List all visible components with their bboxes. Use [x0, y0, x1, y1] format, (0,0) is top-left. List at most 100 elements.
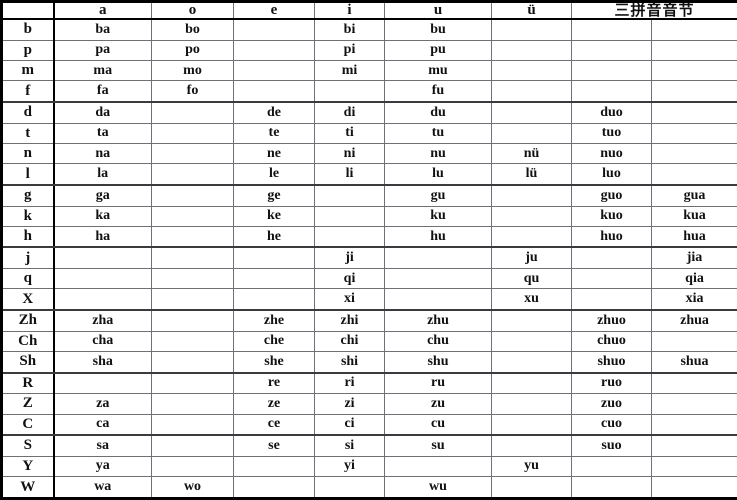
empty-cell-f-v [491, 80, 572, 103]
row-initial-k: k [0, 205, 55, 227]
syllable-cell-ne: ne [233, 142, 315, 165]
empty-cell-z-o [151, 393, 234, 415]
syllable-cell-guo: guo [571, 184, 652, 207]
empty-cell-l-san2 [650, 163, 737, 186]
table-row: Sh sha she shi shu shuo shua [0, 351, 737, 374]
empty-cell-r-a [53, 372, 152, 395]
table-row: d da de di du duo [0, 101, 737, 124]
empty-cell-c-san2 [650, 413, 737, 437]
empty-cell-j-u [384, 246, 492, 270]
syllable-cell-ni: ni [314, 142, 385, 165]
syllable-cell-re: re [233, 372, 315, 395]
syllable-cell-ca: ca [53, 413, 152, 437]
empty-cell-q-u [384, 268, 492, 290]
syllable-cell-mo: mo [151, 59, 234, 82]
syllable-cell-che: che [233, 330, 315, 353]
table-row: g ga ge gu guo gua [0, 184, 737, 207]
empty-cell-r-san2 [650, 372, 737, 395]
syllable-cell-cuo: cuo [571, 413, 652, 437]
empty-cell-c-v [491, 413, 572, 437]
syllable-cell-zhua: zhua [650, 309, 737, 332]
empty-cell-d-v [491, 101, 572, 124]
syllable-cell-li: li [314, 163, 385, 186]
syllable-cell-ruo: ruo [571, 372, 652, 395]
syllable-cell-gu: gu [384, 184, 492, 207]
empty-cell-j-o [151, 246, 234, 270]
empty-cell-ch-v [491, 330, 572, 353]
empty-cell-z-san2 [650, 393, 737, 415]
row-initial-w: W [0, 476, 55, 500]
header-cell-u: u [384, 0, 492, 20]
syllable-cell-ka: ka [53, 205, 152, 227]
syllable-cell-ma: ma [53, 59, 152, 82]
empty-cell-m-e [233, 59, 315, 82]
row-initial-m: m [0, 59, 55, 82]
syllable-cell-chuo: chuo [571, 330, 652, 353]
row-initial-t: t [0, 122, 55, 144]
row-initial-d: d [0, 101, 55, 124]
empty-cell-sh-v [491, 351, 572, 374]
table-row: k ka ke ku kuo kua [0, 205, 737, 227]
syllable-cell-ha: ha [53, 225, 152, 249]
table-row: h ha he hu huo hua [0, 225, 737, 249]
row-initial-c: C [0, 413, 55, 437]
syllable-cell-ya: ya [53, 455, 152, 478]
empty-cell-b-v [491, 18, 572, 41]
syllable-cell-zuo: zuo [571, 393, 652, 415]
syllable-cell-suo: suo [571, 434, 652, 457]
empty-cell-s-san2 [650, 434, 737, 457]
row-initial-y: Y [0, 455, 55, 478]
row-initial-zh: Zh [0, 309, 55, 332]
empty-cell-p-san2 [650, 39, 737, 61]
header-cell-i: i [314, 0, 385, 20]
empty-cell-b-san2 [650, 18, 737, 41]
syllable-cell-ku: ku [384, 205, 492, 227]
syllable-cell-hu: hu [384, 225, 492, 249]
empty-cell-g-i [314, 184, 385, 207]
syllable-cell-nü: nü [491, 142, 572, 165]
syllable-cell-shi: shi [314, 351, 385, 374]
row-initial-f: f [0, 80, 55, 103]
empty-cell-t-san2 [650, 122, 737, 144]
empty-cell-w-san2 [650, 476, 737, 500]
empty-cell-q-san1 [571, 268, 652, 290]
empty-cell-h-i [314, 225, 385, 249]
syllable-cell-ju: ju [491, 246, 572, 270]
syllable-cell-xi: xi [314, 288, 385, 312]
row-initial-g: g [0, 184, 55, 207]
empty-cell-k-o [151, 205, 234, 227]
empty-cell-m-v [491, 59, 572, 82]
syllable-cell-he: he [233, 225, 315, 249]
syllable-cell-sa: sa [53, 434, 152, 457]
row-initial-x: X [0, 288, 55, 312]
table-row: m ma mo mi mu [0, 59, 737, 82]
table-row: n na ne ni nu nü nuo [0, 142, 737, 165]
row-initial-b: b [0, 18, 55, 41]
empty-cell-r-v [491, 372, 572, 395]
empty-cell-f-san1 [571, 80, 652, 103]
empty-cell-n-san2 [650, 142, 737, 165]
empty-cell-p-san1 [571, 39, 652, 61]
syllable-cell-pu: pu [384, 39, 492, 61]
row-initial-h: h [0, 225, 55, 249]
empty-cell-b-e [233, 18, 315, 41]
syllable-cell-ti: ti [314, 122, 385, 144]
header-corner-cell [0, 0, 55, 20]
syllable-cell-chu: chu [384, 330, 492, 353]
empty-cell-q-o [151, 268, 234, 290]
syllable-cell-za: za [53, 393, 152, 415]
table-header: a o e i u ü 三拼音音节 [0, 0, 737, 20]
empty-cell-x-u [384, 288, 492, 312]
syllable-cell-mu: mu [384, 59, 492, 82]
syllable-cell-shu: shu [384, 351, 492, 374]
syllable-cell-qia: qia [650, 268, 737, 290]
empty-cell-w-e [233, 476, 315, 500]
syllable-cell-bo: bo [151, 18, 234, 41]
empty-cell-c-o [151, 413, 234, 437]
empty-cell-p-e [233, 39, 315, 61]
syllable-cell-qi: qi [314, 268, 385, 290]
row-initial-s: S [0, 434, 55, 457]
empty-cell-h-o [151, 225, 234, 249]
